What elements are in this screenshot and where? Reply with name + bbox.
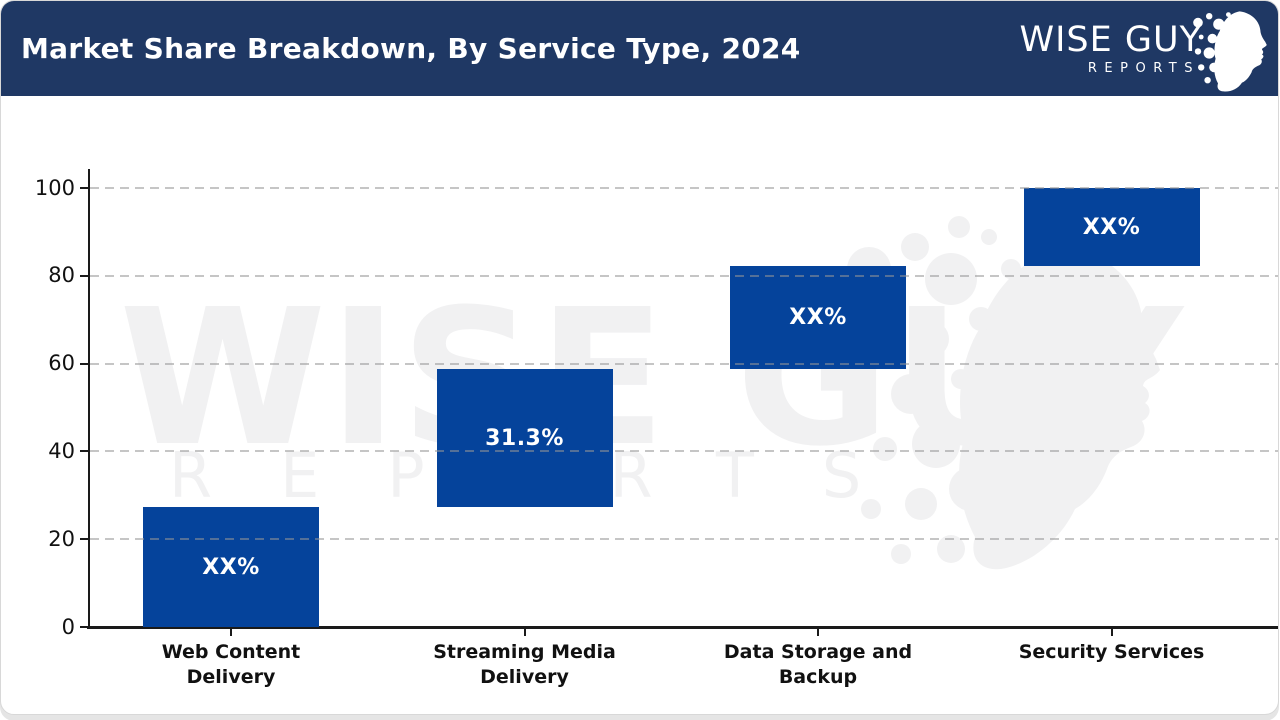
x-category-label: Streaming Media Delivery [433,641,616,688]
y-tick-mark [80,187,88,189]
gridline [90,187,1278,189]
brand-logo: WISE GUY REPORTS [1019,3,1272,95]
x-tick-mark [523,628,526,636]
x-tick-mark [1110,628,1113,636]
bar-value-label: XX% [1082,214,1141,240]
y-axis-line [88,169,90,629]
y-tick-mark [80,450,88,453]
x-category-label: Data Storage and Backup [723,641,913,688]
y-tick-label: 0 [61,614,75,639]
chart-title: Market Share Breakdown, By Service Type,… [21,32,801,65]
bar-segment: 31.3% [436,369,613,508]
bar-value-label: XX% [789,305,847,331]
logo-sub-text: REPORTS [1087,60,1200,76]
gridline [90,362,1278,365]
x-tick-mark [817,628,819,636]
x-axis-line [87,626,1278,629]
y-tick-label: 20 [48,526,75,551]
y-tick-label: 80 [48,263,75,288]
y-tick-label: 40 [48,438,75,463]
x-tick-mark [230,628,232,636]
gridline [90,450,1278,453]
x-category-label: Web Content Delivery [161,641,301,688]
bar-segment: XX% [1023,188,1200,267]
bar-value-label: XX% [202,554,260,580]
logo-brand-text: WISE GUY [1019,20,1202,61]
y-tick-mark [80,626,88,628]
bar-segment: XX% [143,507,319,627]
y-tick-mark [80,538,88,541]
x-category-label: Security Services [1018,641,1205,663]
gridline [90,274,1278,277]
header-bar: Market Share Breakdown, By Service Type,… [1,1,1278,96]
bar-segment: XX% [730,266,906,370]
y-tick-mark [80,274,88,277]
y-tick-label: 100 [34,175,75,200]
gridline [90,538,1278,541]
y-tick-label: 60 [48,351,75,376]
bar-value-label: 31.3% [485,425,564,451]
logo-face-icon [1193,11,1267,92]
y-tick-mark [80,362,88,365]
